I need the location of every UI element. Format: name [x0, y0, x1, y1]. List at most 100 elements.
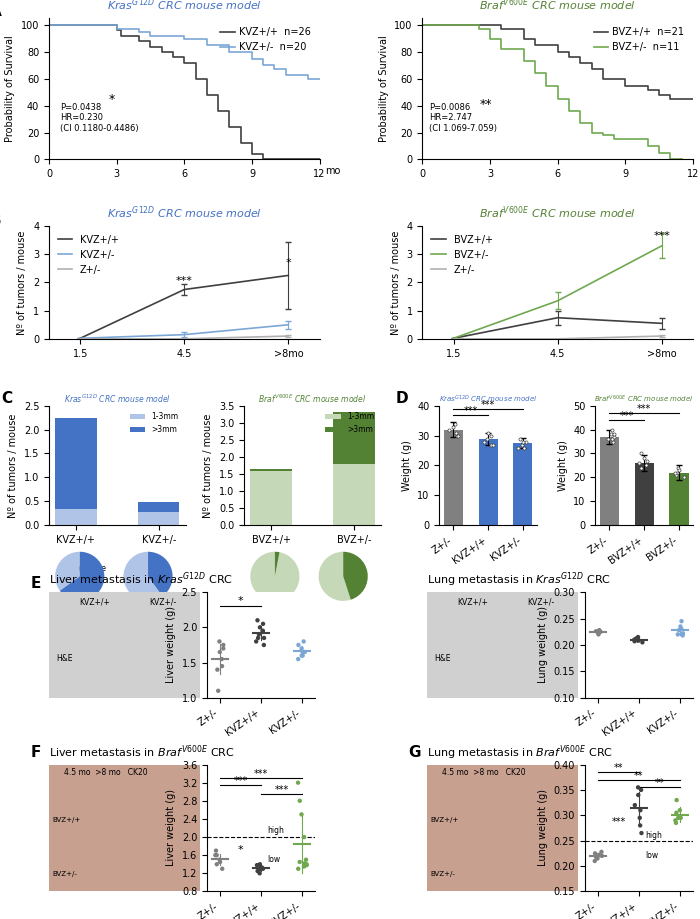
Point [481, 431, 492, 446]
Text: BVZ+/+: BVZ+/+ [52, 817, 80, 823]
Y-axis label: Probability of Survival: Probability of Survival [379, 36, 389, 142]
Point [673, 811, 684, 825]
Text: **: ** [654, 778, 664, 789]
Text: high: high [267, 826, 284, 834]
Legend: BVZ+/+  n=21, BVZ+/-  n=11: BVZ+/+ n=21, BVZ+/- n=11 [590, 23, 688, 56]
Text: BVZ+/+: BVZ+/+ [430, 817, 459, 823]
Point [254, 866, 265, 880]
Point [593, 847, 604, 862]
Point [258, 617, 269, 631]
Point [253, 630, 264, 645]
Point [672, 460, 683, 475]
Y-axis label: Nº of tumors / mouse: Nº of tumors / mouse [391, 231, 401, 335]
Point [294, 793, 305, 808]
Point [631, 632, 642, 647]
Point [258, 638, 270, 652]
Point [671, 815, 682, 830]
Point [589, 846, 601, 861]
Bar [333, 464, 374, 526]
Text: BVZ+/-: BVZ+/- [430, 871, 455, 878]
Point [211, 848, 223, 863]
Point [602, 432, 613, 447]
Point [595, 624, 606, 639]
Point [257, 860, 268, 875]
Y-axis label: Nº of tumors / mouse: Nº of tumors / mouse [8, 414, 18, 517]
Point [675, 619, 686, 634]
Point [674, 803, 685, 818]
Point [214, 644, 225, 659]
Text: **: ** [480, 98, 492, 111]
Y-axis label: Liver weight (g): Liver weight (g) [166, 607, 176, 684]
Point [297, 644, 308, 659]
Text: high: high [645, 831, 662, 840]
Point [678, 626, 689, 641]
Text: Liver metastasis in $Kras^{G12D}$ CRC: Liver metastasis in $Kras^{G12D}$ CRC [49, 571, 233, 587]
Point [300, 852, 312, 867]
Point [299, 856, 310, 870]
Point [444, 422, 455, 437]
Text: E: E [31, 576, 41, 591]
Point [253, 862, 265, 877]
Point [298, 634, 309, 649]
Bar [138, 512, 179, 526]
Point [210, 848, 221, 863]
Point [258, 630, 270, 645]
Text: H&E: H&E [57, 653, 73, 663]
Text: ***: *** [463, 405, 478, 415]
Text: *: * [238, 596, 244, 606]
Bar [600, 437, 619, 526]
Point [608, 427, 619, 442]
Point [253, 627, 265, 641]
Point [451, 425, 462, 440]
X-axis label: mo: mo [326, 166, 341, 176]
Point [636, 460, 647, 475]
Point [593, 627, 604, 641]
Point [486, 428, 497, 443]
Text: KVZ+/-: KVZ+/- [527, 597, 554, 607]
Bar [479, 438, 498, 526]
Legend: 1-3mm, >3mm: 1-3mm, >3mm [322, 409, 377, 437]
Text: KVZ+/+: KVZ+/+ [79, 597, 110, 607]
Title: $Kras^{G12D}$ CRC mouse model: $Kras^{G12D}$ CRC mouse model [107, 205, 262, 221]
Title: $Kras^{G12D}$ CRC mouse model: $Kras^{G12D}$ CRC mouse model [107, 0, 262, 14]
Y-axis label: Lung weight (g): Lung weight (g) [538, 607, 548, 684]
Point [635, 803, 646, 818]
Point [606, 427, 617, 442]
Text: KVZ+/+: KVZ+/+ [457, 597, 488, 607]
Text: F: F [31, 745, 41, 761]
Point [254, 857, 265, 871]
Text: low: low [267, 856, 280, 864]
Point [677, 628, 688, 642]
Point [629, 798, 641, 812]
Text: Tumor size: Tumor size [65, 564, 106, 573]
Point [218, 641, 229, 656]
Point [450, 416, 461, 431]
Title: $Kras^{G12D}$ CRC mouse model: $Kras^{G12D}$ CRC mouse model [439, 394, 537, 405]
Text: ***: *** [481, 400, 495, 410]
Bar [55, 508, 97, 526]
Point [641, 453, 652, 468]
Point [590, 849, 601, 864]
Point [293, 861, 304, 876]
Point [251, 857, 262, 872]
Text: P=0.0438
HR=0.230
(CI 0.1180-0.4486): P=0.0438 HR=0.230 (CI 0.1180-0.4486) [60, 103, 139, 132]
Point [297, 648, 308, 663]
Point [635, 446, 646, 460]
Point [257, 623, 268, 638]
Text: ***: *** [620, 411, 634, 421]
Y-axis label: Nº of tumors / mouse: Nº of tumors / mouse [18, 231, 27, 335]
Point [678, 471, 690, 485]
Point [299, 644, 310, 659]
Title: $Braf^{V600E}$ CRC mouse model: $Braf^{V600E}$ CRC mouse model [480, 205, 636, 221]
Y-axis label: Probability of Survival: Probability of Survival [6, 36, 15, 142]
Text: ***: *** [611, 817, 626, 827]
Point [521, 434, 532, 448]
Point [213, 684, 224, 698]
Legend: BVZ+/+, BVZ+/-, Z+/-: BVZ+/+, BVZ+/-, Z+/- [427, 231, 496, 278]
Point [671, 465, 682, 480]
Point [298, 859, 309, 874]
Point [211, 844, 222, 858]
Point [301, 857, 312, 871]
Text: ***: *** [274, 785, 288, 795]
Point [257, 623, 268, 638]
